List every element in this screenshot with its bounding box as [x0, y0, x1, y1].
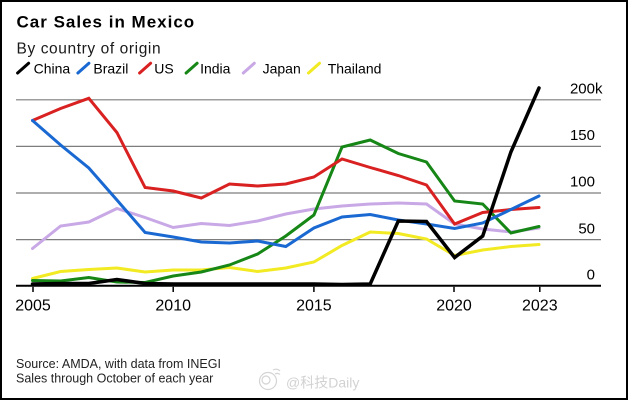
svg-text:By country of origin: By country of origin [17, 41, 162, 58]
svg-text:2015: 2015 [296, 298, 332, 315]
svg-text:Source: AMDA, with data from I: Source: AMDA, with data from INEGI [16, 357, 221, 371]
svg-text:Japan: Japan [263, 61, 301, 77]
svg-text:Thailand: Thailand [328, 61, 382, 77]
svg-text:50: 50 [578, 220, 595, 237]
svg-text:US: US [154, 61, 173, 77]
svg-text:200: 200 [570, 81, 595, 98]
svg-text:100: 100 [570, 174, 595, 191]
svg-text:2023: 2023 [522, 298, 558, 315]
svg-text:0: 0 [587, 267, 595, 284]
svg-text:k: k [595, 81, 603, 98]
svg-text:Brazil: Brazil [93, 61, 128, 77]
svg-text:@科技Daily: @科技Daily [286, 375, 359, 391]
svg-text:Car Sales in Mexico: Car Sales in Mexico [17, 13, 196, 32]
svg-text:2005: 2005 [15, 298, 51, 315]
svg-text:2020: 2020 [436, 298, 472, 315]
svg-text:150: 150 [570, 127, 595, 144]
svg-text:2010: 2010 [155, 298, 191, 315]
svg-text:India: India [200, 61, 231, 77]
svg-text:China: China [34, 61, 71, 77]
svg-text:Sales through October of each: Sales through October of each year [16, 372, 213, 386]
